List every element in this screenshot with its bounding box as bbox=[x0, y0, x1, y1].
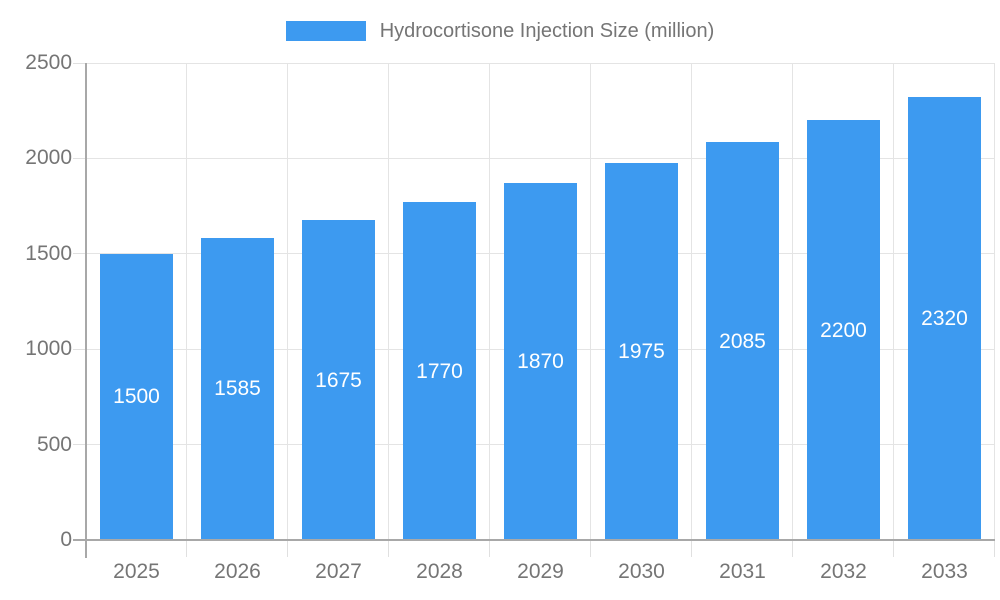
y-axis-tick-label: 1500 bbox=[25, 241, 72, 265]
y-axis-tick bbox=[73, 157, 86, 159]
y-axis-tick-label: 2500 bbox=[25, 51, 72, 74]
x-axis-category-label: 2032 bbox=[820, 560, 867, 583]
x-axis-tick bbox=[691, 540, 692, 557]
gridline-horizontal bbox=[86, 62, 995, 64]
y-axis-labels: 0 500 1000 1500 2000 2500 bbox=[0, 51, 72, 551]
gridline-horizontal bbox=[86, 157, 995, 159]
y-axis-tick-label: 0 bbox=[60, 528, 72, 551]
y-axis-tick-label: 1000 bbox=[25, 337, 72, 361]
bar-value-label: 1585 bbox=[214, 377, 261, 401]
gridline-vertical bbox=[489, 63, 490, 540]
bar-value-label: 2085 bbox=[719, 329, 766, 353]
gridline-vertical bbox=[994, 63, 995, 540]
x-axis-category-label: 2030 bbox=[618, 560, 665, 583]
gridline-vertical bbox=[287, 63, 288, 540]
y-axis-tick-label: 500 bbox=[36, 432, 72, 456]
bar: 1585 bbox=[201, 237, 274, 540]
bar-value-label: 2320 bbox=[921, 307, 968, 331]
x-axis-tick bbox=[287, 540, 288, 557]
x-axis-tick bbox=[590, 540, 591, 557]
bar: 1770 bbox=[403, 202, 476, 540]
x-axis-tick bbox=[186, 540, 187, 557]
y-axis-tick-label: 2000 bbox=[25, 146, 72, 170]
x-axis-category-label: 2028 bbox=[416, 560, 463, 583]
x-axis-category-label: 2031 bbox=[719, 560, 766, 583]
gridline-vertical bbox=[186, 63, 187, 540]
bar-value-label: 1770 bbox=[416, 359, 463, 383]
bar: 2085 bbox=[706, 142, 779, 540]
bar: 2320 bbox=[908, 97, 981, 540]
gridline-vertical bbox=[893, 63, 894, 540]
x-axis-tick bbox=[388, 540, 389, 557]
x-axis-category-label: 2033 bbox=[921, 560, 968, 583]
bar: 2200 bbox=[807, 120, 880, 540]
bar-value-label: 2200 bbox=[820, 318, 867, 342]
bar: 1675 bbox=[302, 220, 375, 540]
x-axis-category-label: 2027 bbox=[315, 560, 362, 583]
gridline-vertical bbox=[388, 63, 389, 540]
gridline-vertical bbox=[691, 63, 692, 540]
bar: 1870 bbox=[504, 183, 577, 540]
y-axis-tick bbox=[73, 444, 86, 446]
legend-item[interactable]: Hydrocortisone Injection Size (million) bbox=[285, 20, 715, 42]
y-axis-tick bbox=[73, 348, 86, 350]
x-axis-labels: 2025 2026 2027 2028 2029 2030 2031 2032 2033 bbox=[86, 560, 995, 586]
x-axis-category-label: 2026 bbox=[214, 560, 261, 583]
x-axis-tick bbox=[792, 540, 793, 557]
bar-value-label: 1675 bbox=[315, 368, 362, 392]
bar-value-label: 1500 bbox=[113, 385, 160, 409]
legend-swatch-icon bbox=[285, 21, 366, 41]
x-axis-tick bbox=[893, 540, 894, 557]
gridline-vertical bbox=[590, 63, 591, 540]
bar-value-label: 1870 bbox=[517, 350, 564, 374]
plot-area: 1500 1585 1675 1770 1870 1975 2085 2200 2320 bbox=[73, 62, 995, 557]
x-axis-category-label: 2029 bbox=[517, 560, 564, 583]
y-axis-line bbox=[85, 63, 87, 558]
gridline-vertical bbox=[792, 63, 793, 540]
y-axis-tick bbox=[73, 62, 86, 64]
bar: 1500 bbox=[100, 253, 173, 540]
y-axis-tick bbox=[73, 253, 86, 255]
bar-value-label: 1975 bbox=[618, 340, 665, 364]
chart-legend: Hydrocortisone Injection Size (million) bbox=[0, 21, 1000, 41]
bar: 1975 bbox=[605, 163, 678, 540]
x-axis-tick bbox=[994, 540, 995, 557]
x-axis-tick bbox=[489, 540, 490, 557]
x-axis-category-label: 2025 bbox=[113, 560, 160, 583]
legend-label: Hydrocortisone Injection Size (million) bbox=[379, 20, 715, 42]
x-axis-line bbox=[73, 539, 995, 541]
